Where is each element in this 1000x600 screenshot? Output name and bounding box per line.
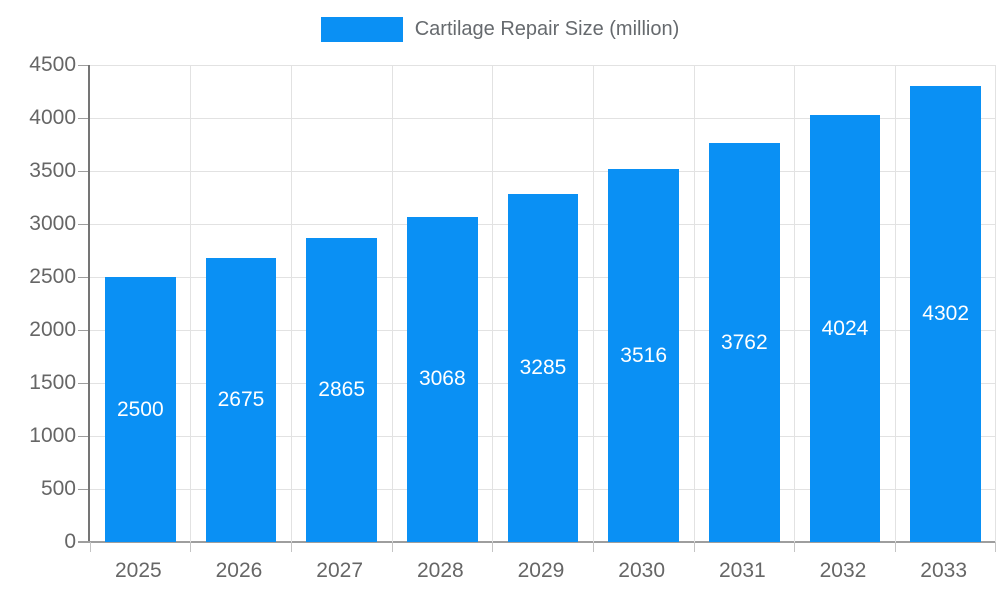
bar-2033: 4302 <box>910 86 981 542</box>
v-gridline-7 <box>794 65 796 542</box>
y-tick-mark-4000 <box>78 117 88 119</box>
bar-value-label-2033: 4302 <box>922 302 969 325</box>
bar-2029: 3285 <box>507 193 579 542</box>
bar-value-label-2027: 2865 <box>318 378 365 402</box>
plot-area: 2500 2675 2865 3068 3285 3516 3762 4024 4302 <box>78 64 996 552</box>
x-tick-mark-5 <box>592 542 594 552</box>
h-gridline-4000 <box>90 117 996 119</box>
x-tick-label-2028: 2028 <box>416 559 464 582</box>
x-tick-label-2027: 2027 <box>316 559 364 582</box>
x-axis-line <box>78 541 996 543</box>
x-tick-label-2025: 2025 <box>114 559 162 582</box>
bar-value-label-2026: 2675 <box>217 388 265 412</box>
bar-value-label-2025: 2500 <box>116 397 164 421</box>
x-tick-mark-2 <box>290 542 292 552</box>
v-gridline-6 <box>693 65 695 542</box>
bar-2025: 2500 <box>105 277 176 542</box>
y-tick-label-500: 500 <box>40 477 76 500</box>
x-tick-mark-1 <box>190 542 192 552</box>
v-gridline-4 <box>492 65 494 542</box>
v-gridline-5 <box>592 65 594 542</box>
y-tick-mark-2000 <box>78 329 88 331</box>
y-tick-mark-500 <box>78 488 88 490</box>
bar-2027: 2865 <box>306 238 377 542</box>
x-tick-label-2029: 2029 <box>517 559 565 582</box>
x-tick-mark-9 <box>994 542 996 552</box>
x-tick-mark-0 <box>90 542 91 552</box>
x-tick-mark-6 <box>693 542 695 552</box>
y-tick-label-1000: 1000 <box>29 424 76 447</box>
bar-2030: 3516 <box>608 169 679 542</box>
bar-value-label-2032: 4024 <box>821 316 869 340</box>
bar-value-label-2031: 3762 <box>720 330 768 354</box>
y-tick-mark-1000 <box>78 435 88 437</box>
x-tick-mark-8 <box>894 542 896 552</box>
x-tick-label-2031: 2031 <box>718 559 766 582</box>
legend-label: Cartilage Repair Size (million) <box>414 17 680 40</box>
h-gridline-4500 <box>90 64 996 66</box>
v-gridline-1 <box>190 65 192 542</box>
legend-swatch-icon <box>320 16 403 42</box>
y-tick-label-3000: 3000 <box>29 212 76 235</box>
bar-2028: 3068 <box>407 216 478 542</box>
bar-value-label-2028: 3068 <box>418 367 466 391</box>
v-gridline-8 <box>894 65 896 542</box>
h-gridline-3500 <box>90 170 996 172</box>
y-axis: 0 500 1000 1500 2000 2500 3000 3500 4000 4500 <box>0 53 76 553</box>
y-tick-mark-0 <box>78 541 88 543</box>
x-axis: 2025 2026 2027 2028 2029 2030 2031 2032 2033 <box>88 556 994 586</box>
bar-value-label-2030: 3516 <box>620 343 667 367</box>
y-tick-mark-3500 <box>78 170 88 172</box>
x-tick-label-2032: 2032 <box>819 559 867 582</box>
y-tick-mark-3000 <box>78 223 88 225</box>
y-tick-label-1500: 1500 <box>29 371 76 394</box>
y-tick-mark-2500 <box>78 276 88 278</box>
y-tick-label-2500: 2500 <box>29 265 76 288</box>
y-tick-mark-4500 <box>78 64 88 66</box>
y-tick-mark-1500 <box>78 382 88 384</box>
x-tick-mark-4 <box>492 542 494 552</box>
x-tick-label-2026: 2026 <box>215 559 263 582</box>
y-tick-label-4500: 4500 <box>29 53 76 76</box>
bar-value-label-2029: 3285 <box>519 355 567 379</box>
v-gridline-9 <box>994 65 996 542</box>
y-tick-label-4000: 4000 <box>29 106 76 129</box>
bar-2031: 3762 <box>709 143 780 542</box>
y-tick-label-0: 0 <box>64 530 76 553</box>
chart-legend[interactable]: Cartilage Repair Size (million) <box>0 16 1000 42</box>
x-tick-mark-7 <box>794 542 796 552</box>
v-gridline-2 <box>290 65 292 542</box>
bar-2032: 4024 <box>809 115 881 542</box>
bar-2026: 2675 <box>205 258 277 542</box>
y-tick-label-2000: 2000 <box>29 318 76 341</box>
x-tick-mark-3 <box>391 542 393 552</box>
x-tick-label-2030: 2030 <box>618 559 666 582</box>
y-tick-label-3500: 3500 <box>29 159 76 182</box>
x-tick-label-2033: 2033 <box>920 559 968 582</box>
v-gridline-3 <box>391 65 393 542</box>
